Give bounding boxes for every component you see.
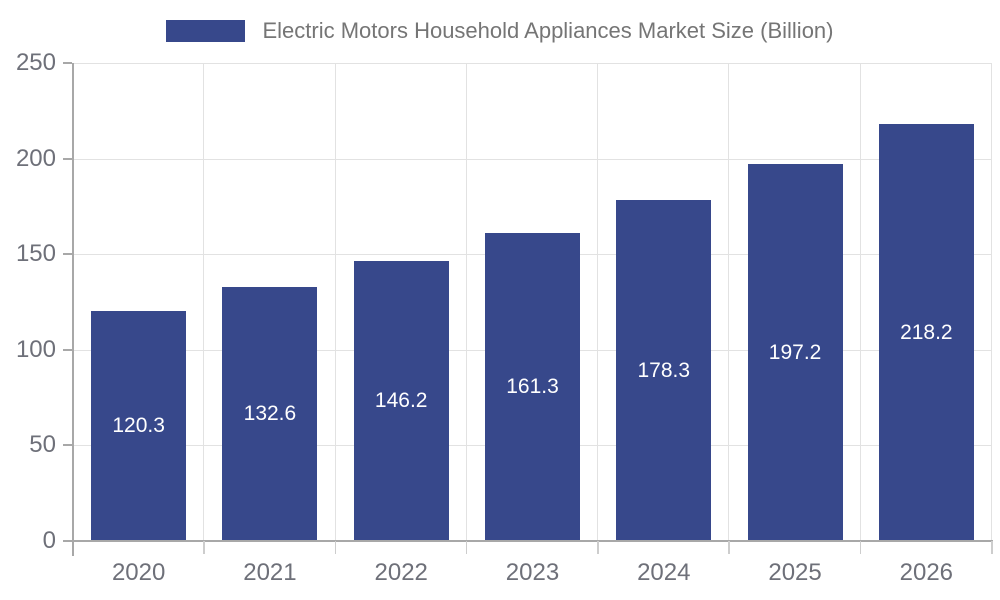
x-tick-mark [334, 541, 337, 554]
y-tick-mark [63, 157, 72, 160]
grid-line-horizontal [73, 158, 992, 160]
x-tick-mark [859, 541, 862, 554]
x-tick-mark [203, 541, 205, 554]
y-tick-label: 250 [15, 49, 56, 76]
x-tick-mark [728, 541, 730, 554]
x-tick-label: 2020 [111, 559, 166, 586]
x-tick-mark [465, 541, 468, 554]
plot-area: 120.3 132.6 146.2 161.3 178.3 197.2 218.2 [73, 63, 992, 541]
bar-2025[interactable]: 197.2 [747, 164, 843, 541]
bar-value-label: 132.6 [243, 402, 297, 425]
x-tick-label: 2024 [637, 559, 691, 586]
legend-swatch-icon [166, 20, 246, 42]
bar-value-label: 120.3 [112, 414, 165, 437]
bar-2026[interactable]: 218.2 [878, 124, 974, 541]
bar-value-label: 161.3 [506, 375, 559, 398]
bar-2022[interactable]: 146.2 [353, 261, 449, 541]
y-tick-label: 0 [42, 527, 56, 554]
bar-2024[interactable]: 178.3 [616, 200, 712, 541]
grid-line-horizontal [73, 63, 992, 64]
grid-line-vertical [728, 63, 730, 541]
y-tick-mark [63, 62, 72, 64]
y-tick-label: 150 [15, 240, 56, 268]
y-axis-line [72, 63, 74, 541]
grid-line-vertical [991, 63, 992, 541]
bar-value-label: 178.3 [637, 358, 691, 382]
grid-line-vertical [203, 63, 205, 541]
x-tick-mark [72, 541, 74, 556]
x-tick-label: 2025 [768, 559, 822, 586]
x-tick-mark [991, 541, 993, 554]
y-tick-mark [63, 540, 72, 542]
bar-2023[interactable]: 161.3 [485, 233, 580, 541]
bar-value-label: 146.2 [374, 389, 428, 412]
grid-line-vertical [859, 63, 861, 541]
grid-line-vertical [334, 63, 336, 541]
x-tick-label: 2026 [899, 559, 954, 586]
bar-value-label: 218.2 [900, 320, 953, 344]
x-tick-label: 2022 [374, 559, 428, 586]
y-tick-label: 200 [15, 144, 56, 172]
x-tick-label: 2021 [243, 559, 297, 586]
x-tick-mark [597, 541, 599, 554]
bar-2020[interactable]: 120.3 [91, 311, 187, 541]
x-tick-label: 2023 [505, 559, 560, 586]
bar-value-label: 197.2 [768, 340, 822, 364]
bar-2021[interactable]: 132.6 [222, 287, 318, 541]
legend-label: Electric Motors Household Appliances Mar… [262, 18, 834, 43]
y-tick-mark [63, 444, 72, 447]
y-tick-label: 100 [15, 335, 56, 363]
legend[interactable]: Electric Motors Household Appliances Mar… [0, 18, 1000, 44]
grid-line-vertical [465, 63, 467, 541]
y-tick-label: 50 [29, 431, 56, 459]
y-tick-mark [63, 253, 72, 256]
grid-line-vertical [597, 63, 599, 541]
y-tick-mark [63, 348, 72, 351]
x-axis-line [72, 540, 993, 542]
